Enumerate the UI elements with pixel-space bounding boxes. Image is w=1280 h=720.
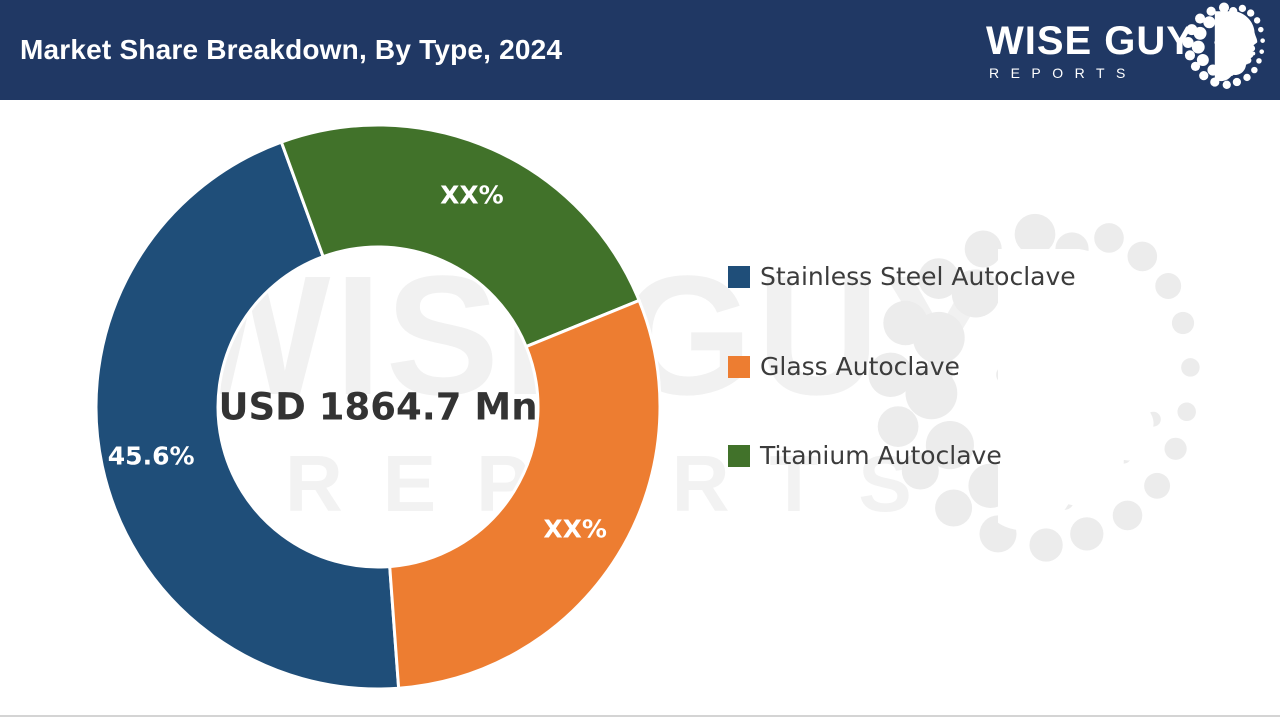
- legend-item-stainless-steel-autoclave: Stainless Steel Autoclave: [728, 262, 1076, 291]
- header: Market Share Breakdown, By Type, 2024 WI…: [0, 0, 1280, 100]
- donut-segment-titanium-autoclave: [279, 123, 642, 349]
- donut-segment-stainless-steel-autoclave: [94, 140, 401, 691]
- logo-name: WISE GUY: [985, 18, 1194, 63]
- legend-label: Stainless Steel Autoclave: [760, 262, 1076, 291]
- segment-data-label-titanium-autoclave: XX%: [440, 180, 504, 210]
- legend-swatch: [728, 265, 750, 288]
- logo-subtitle: REPORTS: [988, 64, 1137, 81]
- legend-label: Glass Autoclave: [760, 352, 960, 381]
- donut-chart: [94, 123, 662, 691]
- center-value: USD 1864.7 Mn: [218, 385, 538, 429]
- legend-swatch: [728, 355, 750, 378]
- donut-segment-glass-autoclave: [388, 298, 662, 690]
- legend-item-titanium-autoclave: Titanium Autoclave: [728, 441, 1002, 470]
- page-title: Market Share Breakdown, By Type, 2024: [20, 34, 563, 65]
- segment-data-label-glass-autoclave: XX%: [543, 514, 607, 544]
- legend-swatch: [728, 444, 750, 467]
- segment-data-label-stainless-steel-autoclave: 45.6%: [107, 441, 195, 471]
- legend-label: Titanium Autoclave: [760, 441, 1002, 470]
- wiseguy-logo: WISE GUY REPORTS: [986, 2, 1270, 96]
- watermark-face-icon: [850, 212, 1220, 582]
- logo-face-icon: [1178, 2, 1270, 94]
- legend-item-glass-autoclave: Glass Autoclave: [728, 352, 960, 381]
- logo-text: WISE GUY REPORTS: [986, 21, 1194, 80]
- bottom-divider: [0, 715, 1280, 717]
